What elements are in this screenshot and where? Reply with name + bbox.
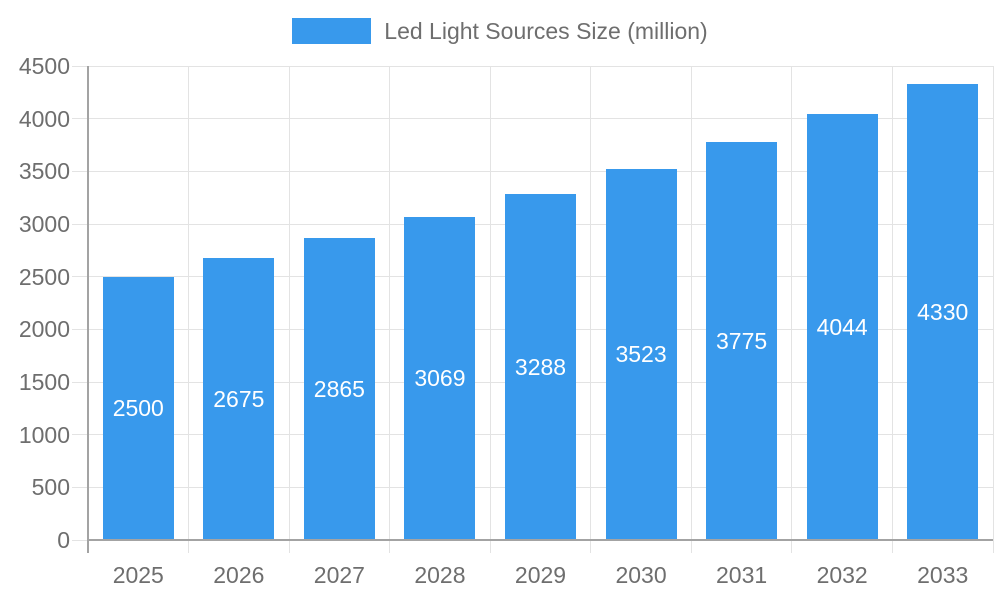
bar xyxy=(303,238,375,540)
y-tick xyxy=(72,118,88,120)
y-tick xyxy=(72,170,88,172)
y-axis-label: 500 xyxy=(31,474,70,501)
x-axis-label: 2033 xyxy=(917,562,969,588)
x-gridline xyxy=(590,66,592,540)
x-axis-label: 2025 xyxy=(112,562,164,588)
y-axis-line xyxy=(87,66,89,553)
bar xyxy=(505,193,576,540)
x-tick xyxy=(992,540,994,553)
y-axis-label: 0 xyxy=(57,527,70,553)
y-axis-label: 3000 xyxy=(18,211,70,237)
bar xyxy=(907,83,979,540)
y-gridline xyxy=(88,170,993,172)
y-tick xyxy=(72,276,88,278)
bar xyxy=(806,114,878,540)
x-axis-label: 2032 xyxy=(816,562,868,588)
x-axis-label: 2030 xyxy=(615,562,667,588)
x-axis-label: 2026 xyxy=(213,562,265,588)
bar-value-label: 3523 xyxy=(615,341,667,368)
x-tick xyxy=(489,540,491,553)
y-tick xyxy=(72,434,88,436)
x-gridline xyxy=(389,66,391,540)
x-gridline xyxy=(791,66,793,540)
y-gridline xyxy=(88,65,993,67)
x-tick xyxy=(690,540,692,553)
x-axis-label: 2031 xyxy=(716,562,768,588)
x-gridline xyxy=(891,66,893,540)
x-axis-label: 2029 xyxy=(514,562,567,588)
x-gridline xyxy=(288,66,290,540)
y-axis-label: 4500 xyxy=(18,53,70,79)
bar-value-label: 4330 xyxy=(917,298,969,325)
x-tick xyxy=(389,540,391,553)
x-axis-line xyxy=(88,539,993,541)
y-tick xyxy=(72,381,88,383)
bar xyxy=(605,168,677,540)
bar-value-label: 2675 xyxy=(213,386,265,413)
y-axis-label: 1500 xyxy=(18,369,70,395)
x-tick xyxy=(288,540,290,553)
y-axis-label: 3500 xyxy=(18,158,70,185)
legend-label: Led Light Sources Size (million) xyxy=(384,18,708,44)
x-gridline xyxy=(489,66,491,540)
x-tick xyxy=(891,540,893,553)
x-axis-label: 2028 xyxy=(414,562,466,588)
y-tick xyxy=(72,223,88,225)
y-tick xyxy=(72,486,88,488)
y-axis-label: 1000 xyxy=(18,421,70,448)
chart-legend[interactable]: Led Light Sources Size (million) xyxy=(0,16,1000,46)
y-axis-label: 2000 xyxy=(18,316,70,343)
bar xyxy=(404,216,476,540)
y-gridline xyxy=(88,118,993,120)
y-axis-label: 2500 xyxy=(18,263,70,290)
y-tick xyxy=(72,65,88,67)
x-tick xyxy=(791,540,793,553)
bar-value-label: 3288 xyxy=(514,353,567,380)
y-axis-label: 4000 xyxy=(18,105,70,132)
y-tick xyxy=(72,328,88,330)
bar xyxy=(102,276,174,540)
bar-value-label: 3775 xyxy=(716,328,768,355)
y-tick xyxy=(72,539,88,541)
x-gridline xyxy=(992,66,994,540)
bar xyxy=(706,142,778,540)
x-tick xyxy=(590,540,592,553)
bar-value-label: 3069 xyxy=(414,365,466,392)
x-gridline xyxy=(690,66,692,540)
bar-value-label: 2500 xyxy=(112,395,164,422)
bar xyxy=(203,258,275,540)
x-gridline xyxy=(188,66,190,540)
bar-value-label: 4044 xyxy=(816,314,868,341)
legend-color-swatch xyxy=(292,18,372,44)
bar-value-label: 2865 xyxy=(313,376,365,403)
x-tick xyxy=(188,540,190,553)
x-axis-label: 2027 xyxy=(313,562,365,588)
